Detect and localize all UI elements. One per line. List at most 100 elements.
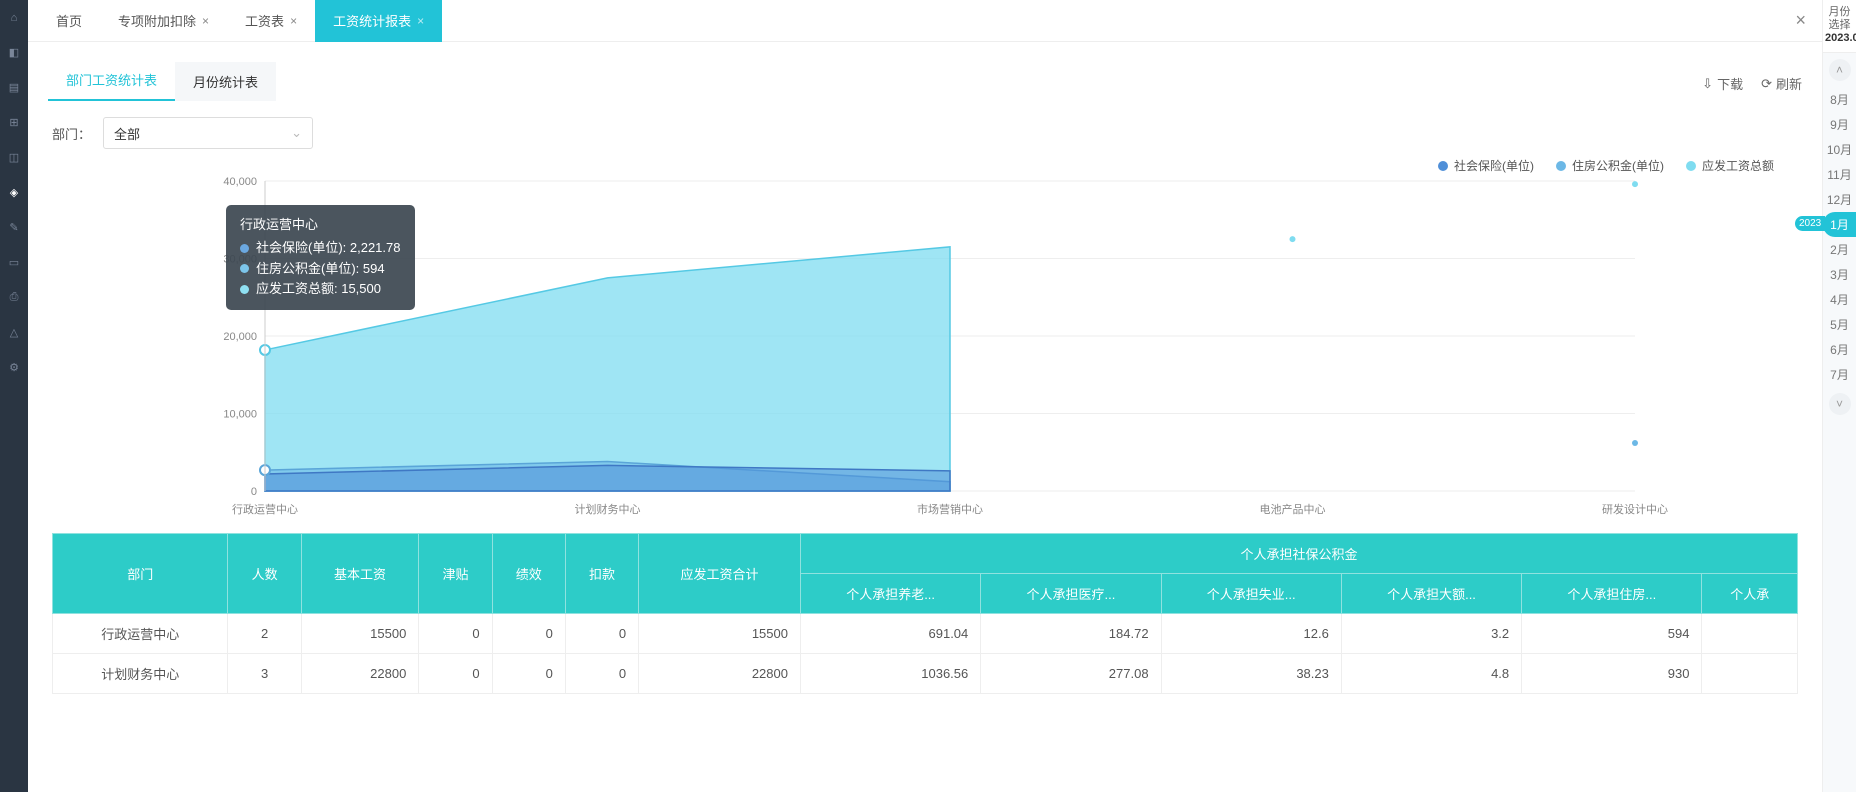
- month-item[interactable]: 4月: [1823, 287, 1856, 312]
- cell: 0: [492, 614, 565, 654]
- col-header: 个人承担养老...: [800, 574, 980, 614]
- dept-filter-label: 部门：: [52, 124, 91, 143]
- tooltip-title: 行政运营中心: [240, 215, 401, 236]
- month-item[interactable]: 10月: [1823, 137, 1856, 162]
- cell: 0: [419, 614, 492, 654]
- col-header: 个人承担大额...: [1341, 574, 1521, 614]
- top-tab[interactable]: 首页: [38, 0, 100, 42]
- scroll-down-icon[interactable]: ˅: [1829, 393, 1851, 415]
- month-item[interactable]: 11月: [1823, 162, 1856, 187]
- tab-close-icon[interactable]: ×: [417, 14, 424, 28]
- sidebar-icon[interactable]: ✎: [0, 210, 28, 245]
- sidebar-icon[interactable]: ◫: [0, 140, 28, 175]
- month-item[interactable]: 9月: [1823, 112, 1856, 137]
- month-rail: 月份选择 2023.0 ˄ 8月9月10月11月12月1月20232月3月4月5…: [1822, 0, 1856, 792]
- legend-item[interactable]: 社会保险(单位): [1438, 157, 1534, 174]
- sidebar-icon[interactable]: ▭: [0, 245, 28, 280]
- month-item[interactable]: 1月2023: [1823, 212, 1856, 237]
- col-header: 绩效: [492, 534, 565, 614]
- col-header: 人数: [228, 534, 301, 614]
- month-item[interactable]: 5月: [1823, 312, 1856, 337]
- cell: 0: [565, 614, 638, 654]
- refresh-icon: ⟳: [1761, 76, 1772, 92]
- col-header: 津贴: [419, 534, 492, 614]
- cell: 0: [565, 654, 638, 694]
- cell: 594: [1522, 614, 1702, 654]
- chart-legend: 社会保险(单位) 住房公积金(单位) 应发工资总额: [1438, 157, 1774, 174]
- chevron-down-icon: ⌄: [291, 125, 302, 141]
- download-button[interactable]: ⇩下载: [1702, 74, 1743, 101]
- svg-text:10,000: 10,000: [223, 409, 257, 421]
- cell: 4.8: [1341, 654, 1521, 694]
- table-row[interactable]: 行政运营中心21550000015500691.04184.7212.63.25…: [53, 614, 1798, 654]
- col-group-header: 个人承担社保公积金: [800, 534, 1797, 574]
- sidebar-icon[interactable]: △: [0, 315, 28, 350]
- top-tabs: 首页专项附加扣除×工资表×工资统计报表× ×: [28, 0, 1822, 42]
- tab-close-icon[interactable]: ×: [202, 14, 209, 28]
- month-item[interactable]: 2月: [1823, 237, 1856, 262]
- svg-text:研发设计中心: 研发设计中心: [1602, 502, 1668, 516]
- svg-text:0: 0: [251, 486, 257, 498]
- cell: [1702, 654, 1798, 694]
- top-tab[interactable]: 工资统计报表×: [315, 0, 442, 42]
- cell: 15500: [639, 614, 801, 654]
- sidebar-icon[interactable]: ⎙: [0, 280, 28, 315]
- cell: 22800: [639, 654, 801, 694]
- month-item[interactable]: 6月: [1823, 337, 1856, 362]
- cell: 0: [492, 654, 565, 694]
- cell: 12.6: [1161, 614, 1341, 654]
- dept-select[interactable]: 全部 ⌄: [103, 117, 313, 149]
- cell: 15500: [301, 614, 419, 654]
- cell: 3: [228, 654, 301, 694]
- cell: 691.04: [800, 614, 980, 654]
- col-header: 个人承担失业...: [1161, 574, 1341, 614]
- tab-close-icon[interactable]: ×: [290, 14, 297, 28]
- cell: 1036.56: [800, 654, 980, 694]
- year-tag: 2023: [1795, 216, 1825, 231]
- sidebar-icon[interactable]: ⌂: [0, 0, 28, 35]
- svg-text:市场营销中心: 市场营销中心: [917, 502, 983, 516]
- tab-dept-stats[interactable]: 部门工资统计表: [48, 60, 175, 101]
- sidebar-icon[interactable]: ⊞: [0, 105, 28, 140]
- scroll-up-icon[interactable]: ˄: [1829, 59, 1851, 81]
- cell: [1702, 614, 1798, 654]
- cell: 277.08: [981, 654, 1161, 694]
- cell: 930: [1522, 654, 1702, 694]
- col-header: 部门: [53, 534, 228, 614]
- svg-text:电池产品中心: 电池产品中心: [1260, 502, 1326, 516]
- left-sidebar: ⌂ ◧ ▤ ⊞ ◫ ◈ ✎ ▭ ⎙ △ ⚙: [0, 0, 28, 792]
- chart-tooltip: 行政运营中心 社会保险(单位): 2,221.78 住房公积金(单位): 594…: [226, 205, 415, 310]
- col-header: 个人承担住房...: [1522, 574, 1702, 614]
- svg-text:计划财务中心: 计划财务中心: [575, 502, 641, 516]
- month-item[interactable]: 7月: [1823, 362, 1856, 387]
- rail-header: 月份选择 2023.0: [1823, 0, 1856, 53]
- sidebar-icon[interactable]: ⚙: [0, 350, 28, 385]
- cell: 0: [419, 654, 492, 694]
- table-row[interactable]: 计划财务中心322800000228001036.56277.0838.234.…: [53, 654, 1798, 694]
- col-header: 应发工资合计: [639, 534, 801, 614]
- cell: 计划财务中心: [53, 654, 228, 694]
- cell: 2: [228, 614, 301, 654]
- sidebar-icon[interactable]: ◈: [0, 175, 28, 210]
- top-tab[interactable]: 工资表×: [227, 0, 315, 42]
- top-tab[interactable]: 专项附加扣除×: [100, 0, 227, 42]
- svg-text:行政运营中心: 行政运营中心: [232, 502, 298, 516]
- close-icon[interactable]: ×: [1789, 10, 1812, 31]
- legend-item[interactable]: 住房公积金(单位): [1556, 157, 1664, 174]
- sidebar-icon[interactable]: ◧: [0, 35, 28, 70]
- sidebar-icon[interactable]: ▤: [0, 70, 28, 105]
- legend-item[interactable]: 应发工资总额: [1686, 157, 1774, 174]
- sub-tabs: 部门工资统计表 月份统计表 ⇩下载 ⟳刷新: [28, 42, 1822, 101]
- cell: 3.2: [1341, 614, 1521, 654]
- month-item[interactable]: 12月: [1823, 187, 1856, 212]
- cell: 184.72: [981, 614, 1161, 654]
- month-item[interactable]: 8月: [1823, 87, 1856, 112]
- refresh-button[interactable]: ⟳刷新: [1761, 74, 1802, 101]
- download-icon: ⇩: [1702, 76, 1713, 92]
- month-item[interactable]: 3月: [1823, 262, 1856, 287]
- tab-month-stats[interactable]: 月份统计表: [175, 62, 276, 101]
- dept-select-value: 全部: [114, 124, 140, 143]
- col-header: 基本工资: [301, 534, 419, 614]
- col-header: 个人承: [1702, 574, 1798, 614]
- cell: 38.23: [1161, 654, 1341, 694]
